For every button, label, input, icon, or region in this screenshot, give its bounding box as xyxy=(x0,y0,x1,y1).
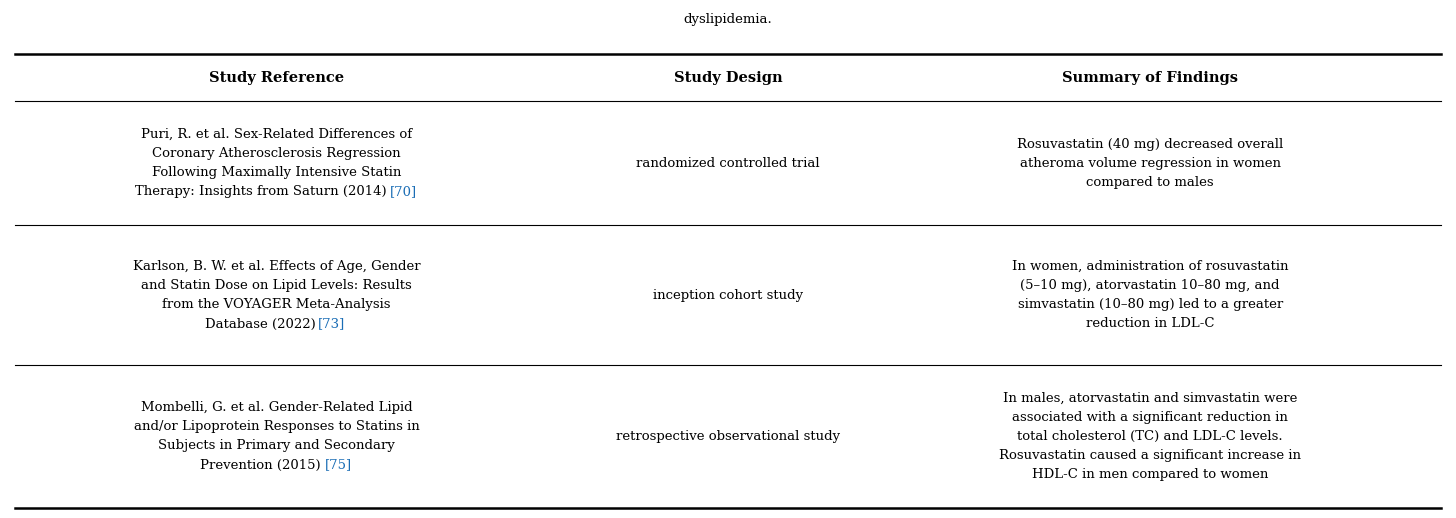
Text: [73]: [73] xyxy=(317,318,345,330)
Text: Study Design: Study Design xyxy=(674,70,782,85)
Text: Subjects in Primary and Secondary: Subjects in Primary and Secondary xyxy=(159,439,395,453)
Text: Study Reference: Study Reference xyxy=(210,70,344,85)
Text: retrospective observational study: retrospective observational study xyxy=(616,430,840,443)
Text: and/or Lipoprotein Responses to Statins in: and/or Lipoprotein Responses to Statins … xyxy=(134,420,419,434)
Text: [70]: [70] xyxy=(390,185,416,198)
Text: Rosuvastatin caused a significant increase in: Rosuvastatin caused a significant increa… xyxy=(999,449,1302,462)
Text: Summary of Findings: Summary of Findings xyxy=(1063,70,1238,85)
Text: reduction in LDL-C: reduction in LDL-C xyxy=(1086,318,1214,330)
Text: Coronary Atherosclerosis Regression: Coronary Atherosclerosis Regression xyxy=(153,147,400,160)
Text: (5–10 mg), atorvastatin 10–80 mg, and: (5–10 mg), atorvastatin 10–80 mg, and xyxy=(1021,279,1280,292)
Text: Database (2022): Database (2022) xyxy=(205,318,320,330)
Text: In women, administration of rosuvastatin: In women, administration of rosuvastatin xyxy=(1012,260,1289,273)
Text: associated with a significant reduction in: associated with a significant reduction … xyxy=(1012,411,1289,424)
Text: simvastatin (10–80 mg) led to a greater: simvastatin (10–80 mg) led to a greater xyxy=(1018,298,1283,311)
Text: Mombelli, G. et al. Gender-Related Lipid: Mombelli, G. et al. Gender-Related Lipid xyxy=(141,401,412,414)
Text: atheroma volume regression in women: atheroma volume regression in women xyxy=(1019,156,1281,170)
Text: HDL-C in men compared to women: HDL-C in men compared to women xyxy=(1032,468,1268,481)
Text: Therapy: Insights from Saturn (2014): Therapy: Insights from Saturn (2014) xyxy=(135,185,390,198)
Text: randomized controlled trial: randomized controlled trial xyxy=(636,156,820,170)
Text: Prevention (2015): Prevention (2015) xyxy=(201,458,325,471)
Text: from the VOYAGER Meta-Analysis: from the VOYAGER Meta-Analysis xyxy=(163,298,390,311)
Text: compared to males: compared to males xyxy=(1086,176,1214,189)
Text: In males, atorvastatin and simvastatin were: In males, atorvastatin and simvastatin w… xyxy=(1003,392,1297,405)
Text: Rosuvastatin (40 mg) decreased overall: Rosuvastatin (40 mg) decreased overall xyxy=(1018,138,1283,151)
Text: and Statin Dose on Lipid Levels: Results: and Statin Dose on Lipid Levels: Results xyxy=(141,279,412,292)
Text: [75]: [75] xyxy=(325,458,352,471)
Text: Following Maximally Intensive Statin: Following Maximally Intensive Statin xyxy=(151,166,402,179)
Text: Puri, R. et al. Sex-Related Differences of: Puri, R. et al. Sex-Related Differences … xyxy=(141,128,412,141)
Text: Karlson, B. W. et al. Effects of Age, Gender: Karlson, B. W. et al. Effects of Age, Ge… xyxy=(132,260,421,273)
Text: dyslipidemia.: dyslipidemia. xyxy=(684,13,772,26)
Text: inception cohort study: inception cohort study xyxy=(652,289,804,302)
Text: total cholesterol (TC) and LDL-C levels.: total cholesterol (TC) and LDL-C levels. xyxy=(1018,430,1283,443)
